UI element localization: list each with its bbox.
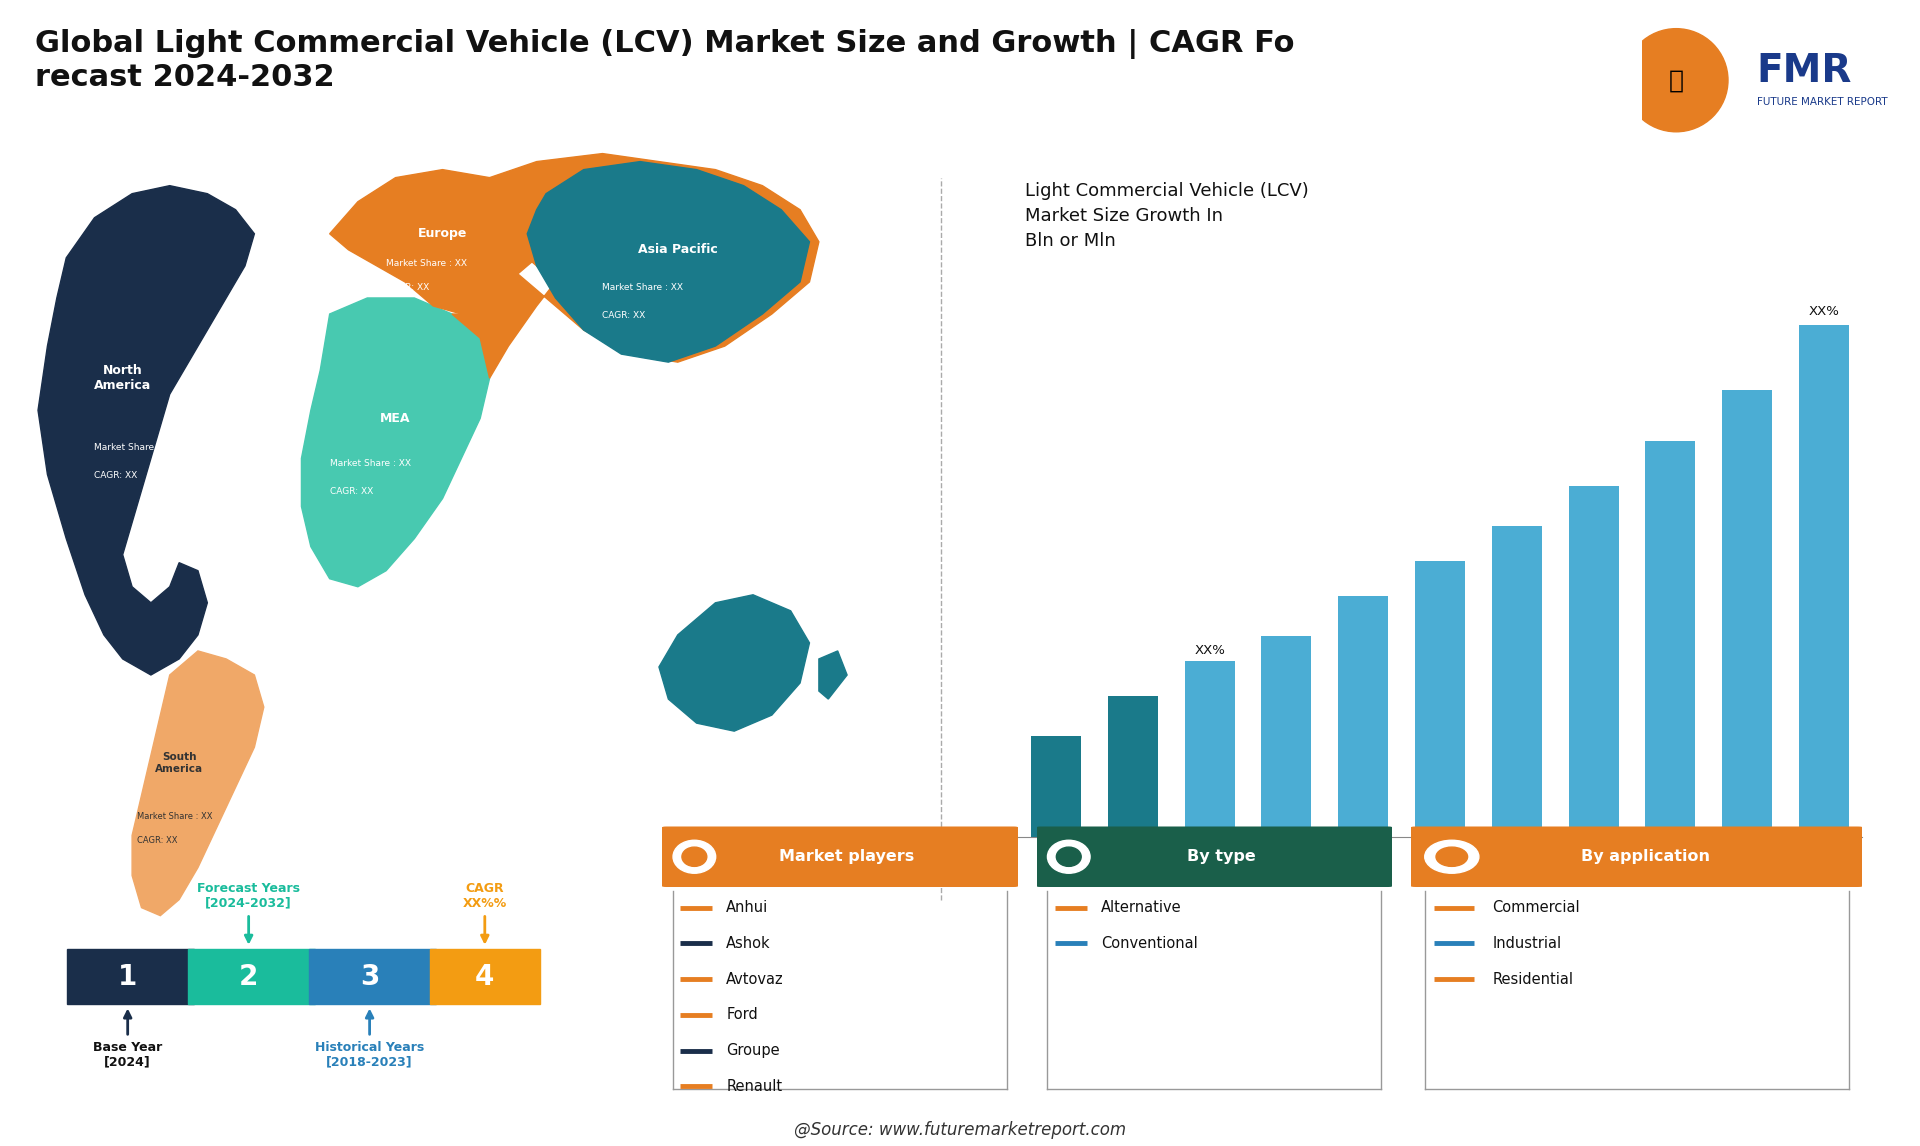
Text: CAGR
XX%%: CAGR XX%% (463, 881, 507, 910)
Text: Groupe: Groupe (726, 1043, 780, 1058)
Text: Europe: Europe (419, 227, 467, 241)
Text: Asia Pacific: Asia Pacific (637, 243, 718, 257)
Text: Base Year
[2024]: Base Year [2024] (92, 1041, 163, 1069)
Text: Ford: Ford (726, 1007, 758, 1022)
Text: Conventional: Conventional (1100, 936, 1198, 951)
Text: @Source: www.futuremarketreport.com: @Source: www.futuremarketreport.com (795, 1121, 1125, 1138)
Circle shape (682, 847, 707, 866)
Polygon shape (659, 595, 810, 731)
Circle shape (1056, 847, 1081, 866)
FancyBboxPatch shape (657, 826, 1023, 887)
Text: Residential: Residential (1492, 972, 1572, 987)
Text: Forecast Years
[2024-2032]: Forecast Years [2024-2032] (198, 881, 300, 910)
Bar (1031, 737, 1081, 837)
Text: Avtovaz: Avtovaz (726, 972, 783, 987)
FancyBboxPatch shape (1404, 826, 1870, 887)
Text: Market players: Market players (780, 849, 914, 864)
Text: CAGR: XX: CAGR: XX (386, 283, 430, 292)
Text: MEA: MEA (380, 411, 411, 425)
Circle shape (674, 840, 716, 873)
Text: CAGR: XX: CAGR: XX (94, 471, 138, 480)
Circle shape (1048, 840, 1091, 873)
Text: Market Share : XX: Market Share : XX (330, 460, 411, 469)
Text: 4: 4 (474, 963, 495, 990)
Text: Anhui: Anhui (726, 900, 768, 916)
Circle shape (1425, 840, 1478, 873)
Text: Global Light Commercial Vehicle (LCV) Market Size and Growth | CAGR Fo
recast 20: Global Light Commercial Vehicle (LCV) Ma… (35, 29, 1294, 92)
Text: CAGR: XX: CAGR: XX (330, 487, 372, 496)
Text: XX%: XX% (1809, 305, 1839, 319)
Text: Renault: Renault (726, 1078, 783, 1094)
Polygon shape (67, 949, 194, 1004)
Bar (1645, 440, 1695, 837)
Bar (1261, 636, 1311, 837)
Text: Alternative: Alternative (1100, 900, 1181, 916)
Polygon shape (528, 162, 810, 362)
Text: Ashok: Ashok (726, 936, 772, 951)
Polygon shape (301, 298, 490, 587)
Text: North
America: North America (94, 364, 152, 392)
Text: CAGR: XX: CAGR: XX (603, 311, 645, 320)
Text: Market Share : XX: Market Share : XX (136, 813, 213, 822)
Bar (1185, 661, 1235, 837)
Polygon shape (38, 186, 253, 675)
Text: By type: By type (1187, 849, 1256, 864)
Text: 2: 2 (238, 963, 259, 990)
Bar (1569, 486, 1619, 837)
Text: 1: 1 (117, 963, 138, 990)
Bar (1799, 325, 1849, 837)
Text: Industrial: Industrial (1492, 936, 1561, 951)
Text: CAGR: XX: CAGR: XX (136, 837, 177, 846)
Polygon shape (188, 949, 315, 1004)
Text: Historical Years
[2018-2023]: Historical Years [2018-2023] (315, 1041, 424, 1069)
Text: Light Commercial Vehicle (LCV)
Market Size Growth In
Bln or Mln: Light Commercial Vehicle (LCV) Market Si… (1025, 182, 1309, 250)
Polygon shape (451, 154, 818, 378)
Text: 🔍: 🔍 (1668, 69, 1684, 92)
Text: Market Share : XX: Market Share : XX (603, 283, 684, 292)
Bar (1108, 697, 1158, 837)
Circle shape (1436, 847, 1467, 866)
Text: Commercial: Commercial (1492, 900, 1580, 916)
Text: South
America: South America (156, 753, 204, 774)
Polygon shape (309, 949, 436, 1004)
Circle shape (1624, 29, 1728, 132)
Text: Market Share : XX: Market Share : XX (386, 259, 467, 268)
Text: FUTURE MARKET REPORT: FUTURE MARKET REPORT (1757, 97, 1887, 108)
Text: By application: By application (1582, 849, 1711, 864)
FancyBboxPatch shape (1031, 826, 1398, 887)
Bar (1492, 526, 1542, 837)
Bar (1415, 560, 1465, 837)
Polygon shape (330, 170, 555, 314)
Polygon shape (430, 949, 540, 1004)
Bar (1722, 391, 1772, 837)
Bar (1338, 596, 1388, 837)
Text: XX%: XX% (1194, 644, 1225, 657)
Text: 3: 3 (359, 963, 380, 990)
Polygon shape (818, 651, 847, 699)
Text: Market Share : XX: Market Share : XX (94, 444, 175, 453)
Polygon shape (132, 651, 263, 916)
Text: FMR: FMR (1757, 52, 1853, 89)
